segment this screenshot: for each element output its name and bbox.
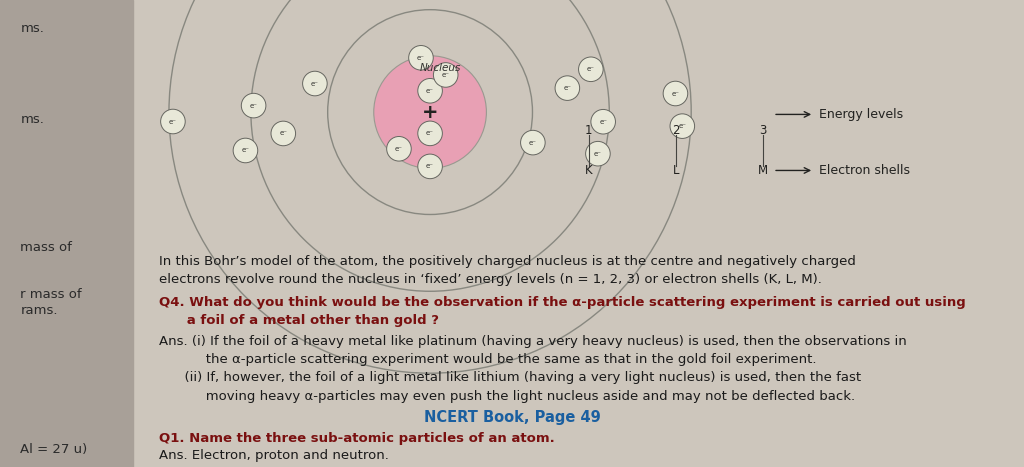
Text: moving heavy α-particles may even push the light nucleus aside and may not be de: moving heavy α-particles may even push t… [159,390,855,403]
Ellipse shape [409,45,433,70]
Text: e⁻: e⁻ [311,80,318,86]
Text: e⁻: e⁻ [426,163,434,170]
Text: In this Bohr’s model of the atom, the positively charged nucleus is at the centr: In this Bohr’s model of the atom, the po… [159,255,856,268]
Ellipse shape [418,121,442,146]
Text: electrons revolve round the nucleus in ‘fixed’ energy levels (n = 1, 2, 3) or el: electrons revolve round the nucleus in ‘… [159,273,821,286]
Text: e⁻: e⁻ [672,91,680,97]
Text: e⁻: e⁻ [587,66,595,72]
Text: a foil of a metal other than gold ?: a foil of a metal other than gold ? [159,314,438,327]
Text: e⁻: e⁻ [594,151,602,157]
Text: the α-particle scattering experiment would be the same as that in the gold foil : the α-particle scattering experiment wou… [159,353,816,366]
Text: e⁻: e⁻ [528,140,537,146]
Text: K: K [585,164,593,177]
Text: +: + [422,103,438,121]
Text: M: M [758,164,768,177]
Text: mass of: mass of [20,241,73,254]
Text: (ii) If, however, the foil of a light metal like lithium (having a very light nu: (ii) If, however, the foil of a light me… [159,371,861,384]
Text: e⁻: e⁻ [563,85,571,91]
Text: e⁻: e⁻ [599,119,607,125]
Text: e⁻: e⁻ [678,123,686,129]
Text: Energy levels: Energy levels [819,108,903,121]
Text: Ans. Electron, proton and neutron.: Ans. Electron, proton and neutron. [159,449,388,462]
Ellipse shape [591,109,615,134]
Text: ms.: ms. [20,113,44,126]
Ellipse shape [387,136,412,161]
Text: Al = 27 u): Al = 27 u) [20,443,88,456]
Text: e⁻: e⁻ [242,148,250,154]
Text: rams.: rams. [20,304,58,317]
Text: e⁻: e⁻ [280,130,288,136]
Ellipse shape [418,154,442,179]
Text: 2: 2 [672,124,680,137]
Text: Q1. Name the three sub-atomic particles of an atom.: Q1. Name the three sub-atomic particles … [159,432,554,445]
Text: Q4. What do you think would be the observation if the α-particle scattering expe: Q4. What do you think would be the obser… [159,296,966,309]
Text: e⁻: e⁻ [169,119,177,125]
Text: 3: 3 [759,124,767,137]
Text: e⁻: e⁻ [250,103,258,109]
Ellipse shape [161,109,185,134]
Ellipse shape [303,71,328,96]
Text: ms.: ms. [20,21,44,35]
Text: Ans. (i) If the foil of a heavy metal like platinum (having a very heavy nucleus: Ans. (i) If the foil of a heavy metal li… [159,335,906,348]
Ellipse shape [233,138,258,163]
Text: e⁻: e⁻ [426,88,434,94]
Ellipse shape [670,114,694,138]
Ellipse shape [520,130,545,155]
Ellipse shape [579,57,603,82]
Text: NCERT Book, Page 49: NCERT Book, Page 49 [424,410,600,425]
Ellipse shape [271,121,296,146]
Text: e⁻: e⁻ [395,146,403,152]
Ellipse shape [664,81,688,106]
Text: L: L [673,164,679,177]
Ellipse shape [242,93,266,118]
Bar [0,0,133,467]
Text: e⁻: e⁻ [441,72,450,78]
Text: e⁻: e⁻ [426,130,434,136]
Text: e⁻: e⁻ [417,55,425,61]
Ellipse shape [555,76,580,100]
Ellipse shape [418,78,442,103]
Text: r mass of: r mass of [20,288,82,301]
Ellipse shape [433,63,458,87]
Text: 1: 1 [585,124,593,137]
Ellipse shape [586,142,610,166]
Ellipse shape [374,56,486,169]
Text: Electron shells: Electron shells [819,164,910,177]
Text: Nucleus: Nucleus [420,63,461,73]
